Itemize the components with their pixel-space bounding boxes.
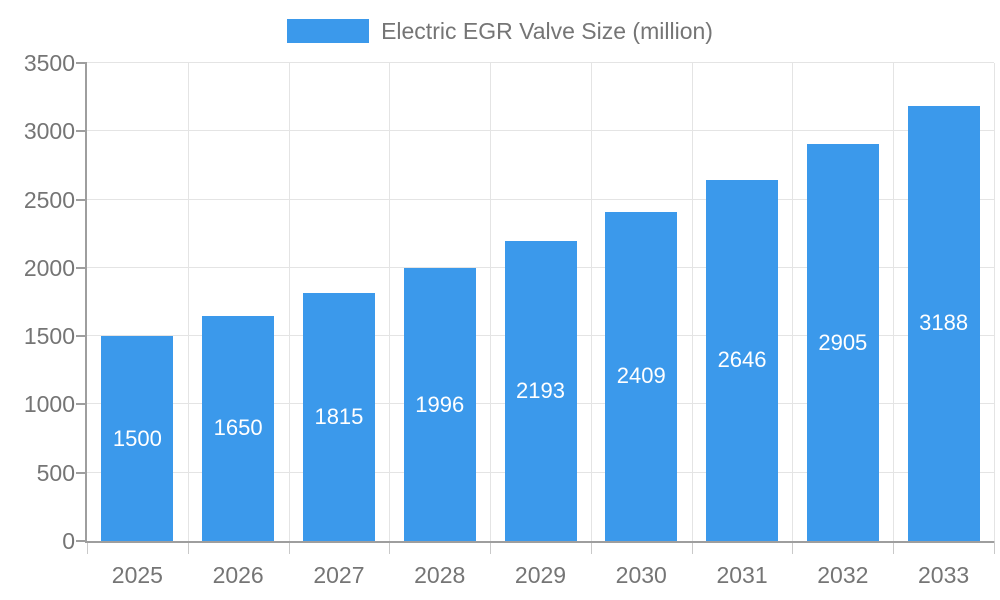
x-axis-tick — [490, 541, 492, 554]
gridline-vertical — [691, 63, 693, 541]
gridline-vertical — [590, 63, 592, 541]
bar-value-label: 2646 — [717, 347, 767, 373]
y-axis-tick-label: 3000 — [23, 118, 75, 145]
x-axis-label-2025: 2025 — [111, 562, 163, 588]
y-axis-tick — [76, 62, 87, 64]
x-axis-line — [85, 541, 994, 543]
x-axis-label-2031: 2031 — [716, 562, 768, 588]
bar-value-label: 1650 — [213, 415, 263, 441]
x-axis-label-2032: 2032 — [817, 562, 869, 588]
bar-2033[interactable]: 3188 — [907, 105, 980, 541]
x-axis-tick — [590, 541, 592, 554]
x-axis-tick — [792, 541, 794, 554]
gridline-horizontal — [87, 198, 994, 200]
y-axis-tick-label: 0 — [62, 528, 75, 554]
x-axis-label-2027: 2027 — [313, 562, 365, 588]
gridline-vertical — [389, 63, 391, 541]
x-axis-label-2033: 2033 — [918, 562, 970, 588]
bar-value-label: 1996 — [415, 391, 465, 417]
bar-value-label: 2409 — [616, 363, 666, 389]
legend-swatch — [287, 19, 370, 43]
x-axis-tick — [994, 541, 995, 554]
y-axis-tick — [76, 198, 87, 201]
legend-label: Electric EGR Valve Size (million) — [381, 17, 713, 44]
gridline-vertical — [893, 63, 895, 541]
x-axis-tick — [389, 541, 391, 554]
gridline-horizontal — [87, 62, 994, 63]
y-axis-tick — [76, 403, 87, 406]
y-axis-line — [85, 63, 87, 543]
y-axis-tick — [76, 335, 87, 338]
y-axis-tick — [76, 471, 87, 474]
gridline-vertical — [288, 63, 290, 541]
y-axis-tick-label: 2500 — [23, 186, 75, 213]
bar-2028[interactable]: 1996 — [403, 268, 476, 541]
gridline-vertical — [994, 63, 995, 541]
y-axis-tick-label: 1500 — [23, 323, 75, 350]
bar-2027[interactable]: 1815 — [302, 293, 375, 541]
x-axis-tick — [691, 541, 693, 554]
y-axis-tick — [76, 266, 87, 269]
gridline-horizontal — [87, 130, 994, 132]
bar-2031[interactable]: 2646 — [706, 179, 779, 541]
bar-value-label: 1815 — [314, 404, 364, 430]
legend[interactable]: Electric EGR Valve Size (million) — [0, 12, 1000, 50]
y-axis-tick-label: 500 — [36, 459, 75, 486]
gridline-vertical — [187, 63, 189, 541]
x-axis-tick — [288, 541, 290, 554]
x-axis-label-2030: 2030 — [615, 562, 667, 588]
gridline-vertical — [792, 63, 794, 541]
x-axis-label-2026: 2026 — [212, 562, 264, 588]
bar-2029[interactable]: 2193 — [504, 241, 577, 541]
bar-value-label: 2193 — [516, 378, 565, 404]
x-axis-label-2029: 2029 — [514, 562, 567, 588]
y-axis-tick-label: 3500 — [23, 50, 75, 76]
y-axis-tick — [76, 540, 87, 542]
x-axis-tick — [893, 541, 895, 554]
bar-value-label: 2905 — [818, 329, 868, 355]
y-axis-tick-label: 1000 — [23, 391, 75, 418]
bar-2032[interactable]: 2905 — [806, 144, 879, 541]
bar-2025[interactable]: 1500 — [101, 336, 174, 541]
y-axis-tick-label: 2000 — [23, 254, 75, 281]
gridline-vertical — [490, 63, 492, 541]
y-axis-tick — [76, 130, 87, 133]
bar-2026[interactable]: 1650 — [202, 315, 275, 541]
bar-value-label: 3188 — [919, 310, 969, 336]
bar-2030[interactable]: 2409 — [605, 211, 678, 541]
x-axis-label-2028: 2028 — [414, 562, 466, 588]
bar-value-label: 1500 — [112, 425, 162, 451]
bar-chart: 0 500 1000 1500 2000 2500 3000 3500 1500 1650 1815… — [0, 50, 1000, 600]
x-axis-tick — [187, 541, 189, 554]
x-axis-tick — [87, 541, 88, 554]
